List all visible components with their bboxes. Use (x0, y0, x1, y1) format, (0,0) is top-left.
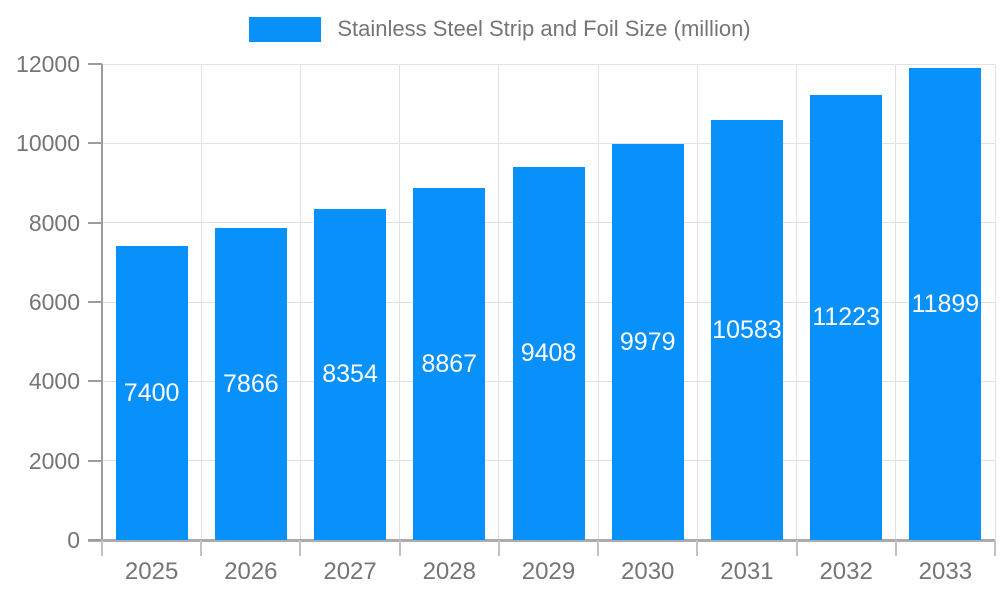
x-tick (894, 540, 897, 556)
legend-swatch (249, 16, 322, 42)
bar-2026[interactable] (214, 227, 287, 540)
y-tick (88, 301, 102, 303)
x-gridline (299, 64, 301, 540)
y-tick (88, 221, 102, 224)
x-tick-label: 2033 (918, 558, 973, 585)
bar-value-label: 11223 (812, 303, 880, 332)
y-gridline (102, 63, 995, 65)
legend[interactable]: Stainless Steel Strip and Foil Size (mil… (0, 12, 1000, 46)
x-tick (299, 540, 302, 556)
bar-2029[interactable] (512, 166, 585, 540)
bar-2033[interactable] (909, 68, 982, 540)
x-tick-label: 2027 (323, 558, 377, 585)
y-tick (88, 142, 102, 145)
y-tick (88, 459, 102, 462)
bar-2028[interactable] (413, 188, 486, 540)
bar-value-label: 9979 (619, 328, 676, 357)
x-gridline (399, 64, 401, 540)
x-gridline (895, 64, 897, 540)
x-tick-label: 2029 (521, 558, 576, 585)
x-tick-label: 2030 (621, 558, 675, 585)
y-tick-label: 4000 (28, 368, 80, 395)
y-tick (88, 380, 102, 383)
x-tick (597, 540, 600, 556)
x-tick (101, 540, 103, 556)
bar-2025[interactable] (115, 246, 188, 540)
bar-value-label: 9408 (520, 339, 577, 368)
x-tick (398, 540, 401, 556)
x-tick-label: 2032 (819, 558, 873, 585)
y-axis-line (101, 64, 103, 556)
x-tick (497, 540, 500, 556)
y-tick (88, 539, 102, 541)
x-tick (994, 540, 996, 556)
x-tick-label: 2025 (124, 558, 179, 585)
bar-2031[interactable] (710, 120, 783, 540)
x-gridline (597, 64, 599, 540)
x-tick (200, 540, 203, 556)
bar-value-label: 8867 (421, 350, 478, 379)
bar-value-label: 7400 (123, 379, 180, 408)
bar-2030[interactable] (611, 144, 684, 540)
x-tick (795, 540, 798, 556)
y-tick-label: 0 (67, 527, 80, 553)
bar-value-label: 7866 (223, 369, 279, 398)
y-tick (88, 63, 102, 65)
y-tick-label: 2000 (28, 447, 80, 474)
y-tick-label: 10000 (16, 130, 80, 157)
x-gridline (696, 64, 698, 540)
bar-value-label: 8354 (322, 360, 378, 389)
legend-label: Stainless Steel Strip and Foil Size (mil… (337, 16, 751, 41)
y-tick-label: 6000 (28, 289, 80, 315)
x-gridline (796, 64, 798, 540)
y-gridline (102, 142, 995, 144)
bar-2027[interactable] (314, 208, 387, 540)
x-tick-label: 2031 (720, 558, 774, 585)
bar-2032[interactable] (810, 94, 883, 540)
x-gridline (994, 64, 996, 540)
y-tick-label: 8000 (28, 209, 80, 236)
x-tick (696, 540, 699, 556)
bar-value-label: 11899 (911, 290, 980, 318)
bar-value-label: 10583 (712, 316, 782, 345)
x-axis-line (88, 539, 995, 542)
y-tick-label: 12000 (16, 51, 80, 77)
x-gridline (200, 64, 202, 540)
x-gridline (498, 64, 500, 540)
x-tick-label: 2026 (224, 558, 278, 585)
x-tick-label: 2028 (422, 558, 476, 585)
